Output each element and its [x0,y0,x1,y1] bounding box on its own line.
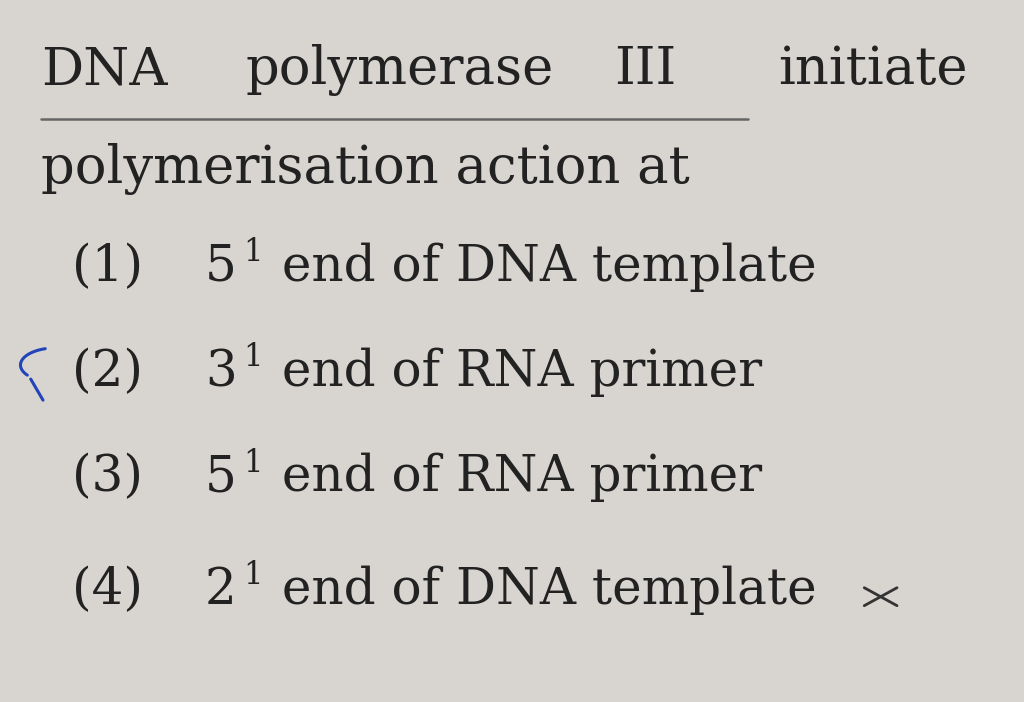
Text: 2: 2 [205,565,237,615]
Text: (4): (4) [72,565,142,615]
Text: end of DNA template: end of DNA template [266,242,817,292]
Text: end of DNA template: end of DNA template [266,565,817,615]
Text: polymerase: polymerase [246,44,554,96]
Text: (1): (1) [72,242,142,292]
Text: 3: 3 [205,347,237,397]
Text: (2): (2) [72,347,142,397]
Text: 1: 1 [244,237,263,268]
Text: III: III [614,44,677,95]
Text: 1: 1 [244,343,263,373]
Text: end of RNA primer: end of RNA primer [266,347,762,397]
Text: DNA: DNA [41,44,168,95]
Text: (3): (3) [72,453,142,503]
Text: initiate: initiate [778,44,968,95]
Text: end of RNA primer: end of RNA primer [266,453,762,503]
Text: 5: 5 [205,242,237,292]
Text: 5: 5 [205,453,237,503]
Text: 1: 1 [244,560,263,591]
Text: 1: 1 [244,448,263,479]
Text: polymerisation action at: polymerisation action at [41,143,690,194]
